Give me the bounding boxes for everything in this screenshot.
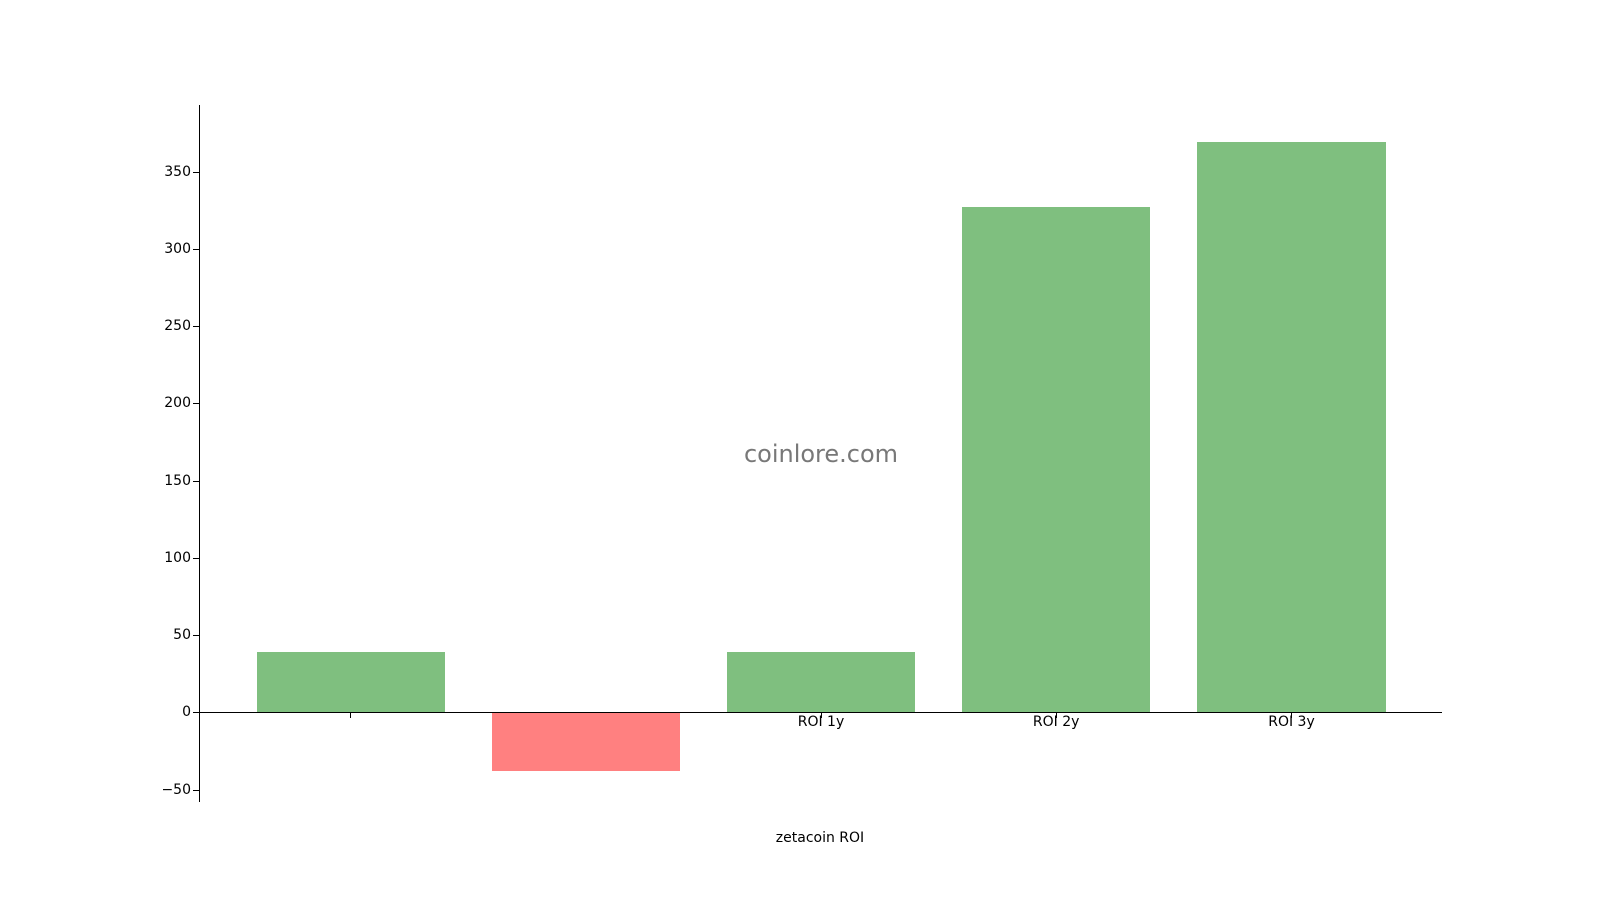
y-tick-label: 300 bbox=[164, 240, 191, 257]
y-tick-label: 150 bbox=[164, 472, 191, 489]
y-tick-mark bbox=[193, 557, 200, 559]
x-axis-title: zetacoin ROI bbox=[775, 830, 865, 846]
bar-roi-2y bbox=[962, 207, 1151, 713]
x-tick-mark bbox=[1055, 712, 1057, 719]
bar-unlabeled-0 bbox=[256, 652, 445, 713]
y-tick-label: 50 bbox=[173, 627, 191, 644]
x-tick-mark bbox=[1291, 712, 1292, 719]
x-tick-label: ROI 3y bbox=[1268, 714, 1315, 731]
y-tick-mark bbox=[193, 248, 200, 250]
x-axis-line bbox=[200, 712, 1442, 714]
y-tick-label: −50 bbox=[161, 781, 191, 798]
watermark: coinlore.com bbox=[743, 439, 899, 468]
y-tick-mark bbox=[193, 403, 200, 405]
y-tick-mark bbox=[193, 789, 200, 791]
y-tick-mark bbox=[193, 712, 200, 714]
bar-unlabeled-1 bbox=[491, 713, 680, 771]
bar-roi-1y bbox=[726, 652, 916, 713]
x-tick-label: ROI 2y bbox=[1032, 714, 1080, 731]
y-tick-mark bbox=[193, 326, 200, 327]
x-tick-mark bbox=[350, 712, 351, 719]
y-tick-label: 250 bbox=[164, 318, 191, 334]
y-tick-mark bbox=[193, 171, 200, 173]
bar-roi-3y bbox=[1197, 142, 1386, 713]
y-tick-label: 200 bbox=[164, 395, 191, 412]
x-tick-mark bbox=[820, 712, 822, 719]
y-tick-mark bbox=[193, 480, 200, 482]
y-tick-label: 0 bbox=[182, 704, 191, 721]
y-tick-label: 100 bbox=[164, 549, 191, 566]
plot-area: coinlore.com −50 0 50 100 150 200 250 300 350 RO… bbox=[161, 105, 1442, 802]
x-tick-label: ROI 1y bbox=[797, 714, 845, 731]
y-tick-label: 350 bbox=[164, 163, 191, 180]
y-tick-mark bbox=[193, 635, 200, 637]
